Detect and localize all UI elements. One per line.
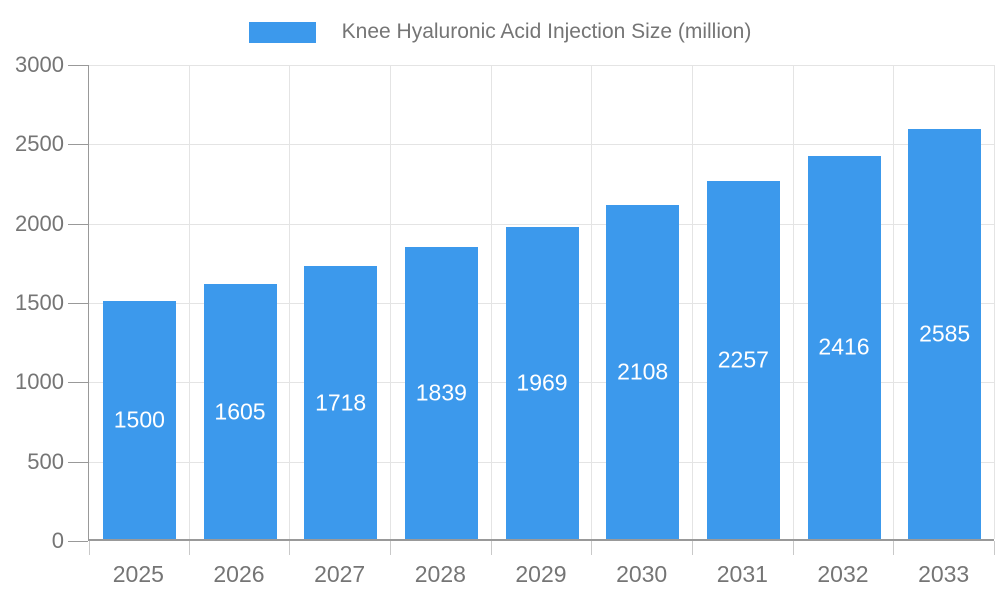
y-tick-mark-500	[68, 461, 88, 463]
y-axis-label-2500: 2500	[15, 131, 64, 157]
x-axis: 2025 2026 2027 2028 2029 2030 2031 2032 2033	[88, 556, 994, 592]
plot-area: 1500 1605 1718 1839 1969 2108 2257 2416 2585	[88, 65, 995, 555]
h-gridline-3000	[89, 65, 994, 66]
bar-value-label-2025: 1500	[113, 406, 165, 433]
bar-value-label-2032: 2416	[818, 333, 870, 360]
x-axis-label-2033: 2033	[918, 561, 970, 587]
x-axis-label-2030: 2030	[616, 561, 668, 587]
y-axis-label-0: 0	[51, 528, 64, 553]
y-axis: 0 500 1000 1500 2000 2500 3000	[0, 52, 88, 553]
x-tick-mark-5	[591, 541, 593, 555]
v-gridline-6	[692, 65, 693, 539]
bar-2029[interactable]: 1969	[505, 226, 579, 539]
y-axis-label-500: 500	[27, 448, 64, 474]
y-tick-mark-1000	[68, 382, 88, 384]
bar-value-label-2028: 1839	[415, 379, 467, 406]
y-tick-mark-1500	[68, 303, 88, 304]
bar-2033[interactable]: 2585	[908, 128, 982, 539]
y-tick-mark-3000	[68, 65, 88, 66]
bar-value-label-2033: 2585	[919, 320, 971, 347]
x-tick-mark-2	[289, 541, 291, 555]
bar-value-label-2027: 1718	[315, 389, 367, 416]
v-gridline-7	[792, 65, 794, 539]
bar-value-label-2031: 2257	[717, 346, 769, 373]
y-axis-label-1000: 1000	[15, 369, 64, 395]
y-tick-mark-2500	[68, 144, 88, 146]
v-gridline-2	[289, 65, 291, 539]
x-axis-label-2026: 2026	[213, 561, 265, 587]
v-gridline-3	[390, 65, 391, 539]
bar-2032[interactable]: 2416	[807, 155, 881, 539]
bar-2026[interactable]: 1605	[203, 284, 277, 539]
y-tick-mark-2000	[68, 223, 88, 225]
x-axis-label-2032: 2032	[817, 561, 869, 587]
bar-2030[interactable]: 2108	[606, 204, 680, 539]
x-tick-mark-6	[692, 541, 693, 555]
v-gridline-4	[490, 65, 492, 539]
legend-swatch	[248, 21, 316, 43]
legend-item[interactable]: Knee Hyaluronic Acid Injection Size (mil…	[0, 17, 1000, 47]
x-axis-label-2025: 2025	[112, 561, 164, 587]
v-gridline-1	[188, 65, 190, 539]
v-gridline-5	[591, 65, 593, 539]
x-tick-mark-9	[994, 541, 995, 555]
bar-2028[interactable]: 1839	[404, 247, 478, 539]
v-gridline-9	[994, 65, 995, 539]
y-axis-label-3000: 3000	[15, 52, 64, 77]
x-tick-mark-1	[188, 541, 190, 555]
x-tick-mark-4	[490, 541, 492, 555]
bar-2031[interactable]: 2257	[706, 180, 780, 539]
x-axis-label-2031: 2031	[716, 561, 768, 587]
h-gridline-2500	[89, 144, 994, 146]
x-tick-mark-7	[792, 541, 794, 555]
v-gridline-8	[893, 65, 895, 539]
bar-2025[interactable]: 1500	[102, 301, 176, 539]
h-gridline-2000	[89, 223, 994, 225]
x-tick-mark-3	[390, 541, 391, 555]
bar-value-label-2026: 1605	[214, 398, 266, 425]
x-tick-mark-0	[89, 541, 90, 555]
x-tick-mark-8	[893, 541, 895, 555]
x-axis-label-2029: 2029	[515, 561, 567, 587]
x-axis-label-2027: 2027	[314, 561, 366, 587]
bar-2027[interactable]: 1718	[304, 266, 378, 539]
bar-value-label-2030: 2108	[617, 358, 669, 385]
x-axis-label-2028: 2028	[414, 561, 466, 587]
y-tick-mark-0	[68, 541, 88, 542]
legend-label: Knee Hyaluronic Acid Injection Size (mil…	[341, 20, 752, 43]
y-axis-label-2000: 2000	[15, 210, 64, 236]
y-axis-label-1500: 1500	[15, 290, 64, 315]
bar-value-label-2029: 1969	[516, 369, 568, 396]
